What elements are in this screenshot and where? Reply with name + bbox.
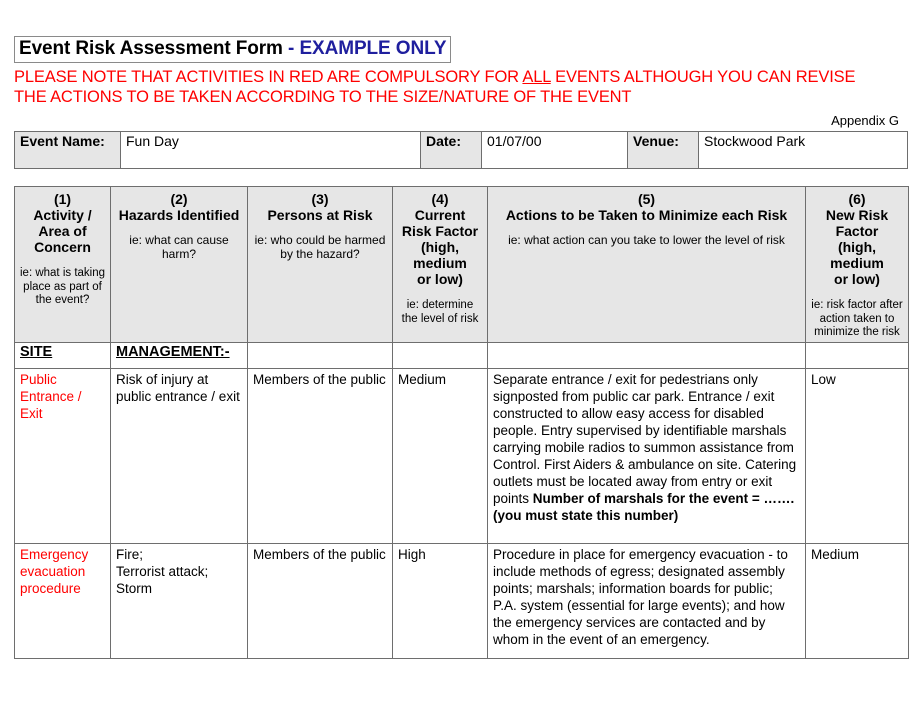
column-number-6: (6) — [848, 191, 866, 207]
document-title-box: Event Risk Assessment Form - EXAMPLE ONL… — [14, 36, 452, 63]
row-new-risk[interactable]: Low — [805, 367, 909, 544]
row-hazards[interactable]: Risk of injury at public entrance / exit — [110, 367, 248, 544]
event-details-table: Event Name: Fun Day Date: 01/07/00 Venue… — [14, 131, 908, 169]
row-new-risk[interactable]: Medium — [805, 542, 909, 659]
column-number-3: (3) — [311, 191, 329, 207]
row-activity[interactable]: Public Entrance / Exit — [14, 367, 111, 544]
section-empty-cell-5 — [487, 341, 806, 369]
notice-line1-part2: EVENTS ALTHOUGH YOU CAN REVISE — [550, 68, 856, 86]
column-header-current-risk: (4) Current Risk Factor (high, medium or… — [392, 186, 488, 343]
notice-line2: THE ACTIONS TO BE TAKEN ACCORDING TO THE… — [14, 88, 632, 106]
section-site-label: SITE — [20, 343, 53, 360]
column-header-hazards: (2) Hazards Identified ie: what can caus… — [110, 186, 248, 343]
event-name-value[interactable]: Fun Day — [120, 131, 421, 169]
column-header-new-risk: (6) New Risk Factor (high, medium or low… — [805, 186, 909, 343]
column-hint-3: ie: who could be harmed by the hazard? — [254, 233, 386, 261]
column-header-actions: (5) Actions to be Taken to Minimize each… — [487, 186, 806, 343]
risk-table-header: (1) Activity / Area of Concern ie: what … — [14, 186, 909, 343]
column-title-4: Current Risk Factor (high, medium or low… — [401, 207, 479, 287]
compulsory-notice: PLEASE NOTE THAT ACTIVITIES IN RED ARE C… — [14, 67, 908, 107]
column-header-activity: (1) Activity / Area of Concern ie: what … — [14, 186, 111, 343]
row-current-risk[interactable]: Medium — [392, 367, 488, 544]
row-actions-text: Separate entrance / exit for pedestrians… — [493, 371, 797, 506]
notice-line1-part1: PLEASE NOTE THAT ACTIVITIES IN RED ARE C… — [14, 68, 523, 86]
venue-label: Venue: — [627, 131, 699, 169]
risk-table-body: SITE MANAGEMENT:- Public Entrance / Exit… — [14, 341, 909, 659]
appendix-label: Appendix G — [831, 113, 899, 128]
column-number-5: (5) — [637, 191, 656, 207]
row-actions-bold-note: Number of marshals for the event = ……. (… — [493, 490, 795, 523]
table-row: Emergency evacuation procedure Fire; Ter… — [14, 542, 909, 659]
section-header-row: SITE MANAGEMENT:- — [14, 341, 909, 369]
date-label: Date: — [420, 131, 482, 169]
row-persons[interactable]: Members of the public — [247, 542, 393, 659]
section-empty-cell-4 — [392, 341, 488, 369]
column-hint-1: ie: what is taking place as part of the … — [20, 267, 106, 306]
table-row: Public Entrance / Exit Risk of injury at… — [14, 367, 909, 544]
notice-all-emphasis: ALL — [522, 68, 551, 86]
column-header-persons: (3) Persons at Risk ie: who could be har… — [247, 186, 393, 343]
column-title-3: Persons at Risk — [267, 207, 373, 223]
column-number-1: (1) — [53, 191, 72, 207]
column-title-6: New Risk Factor (high, medium or low) — [825, 207, 889, 287]
venue-value[interactable]: Stockwood Park — [698, 131, 908, 169]
row-actions[interactable]: Separate entrance / exit for pedestrians… — [487, 367, 806, 544]
date-value[interactable]: 01/07/00 — [481, 131, 628, 169]
column-number-4: (4) — [431, 191, 449, 207]
event-name-label: Event Name: — [14, 131, 121, 169]
section-empty-cell-3 — [247, 341, 393, 369]
row-activity[interactable]: Emergency evacuation procedure — [14, 542, 111, 659]
section-empty-cell-6 — [805, 341, 909, 369]
row-actions-text: Procedure in place for emergency evacuat… — [493, 546, 788, 647]
event-details-row: Event Name: Fun Day Date: 01/07/00 Venue… — [14, 131, 908, 169]
row-current-risk[interactable]: High — [392, 542, 488, 659]
column-hint-5: ie: what action can you take to lower th… — [508, 233, 785, 247]
column-number-2: (2) — [170, 191, 188, 207]
section-management-label: MANAGEMENT:- — [116, 343, 230, 360]
column-hint-4: ie: determine the level of risk — [401, 299, 479, 325]
risk-assessment-table: (1) Activity / Area of Concern ie: what … — [14, 186, 909, 659]
example-only-label: - EXAMPLE ONLY — [288, 38, 447, 59]
page-title: Event Risk Assessment Form — [19, 38, 289, 59]
section-site-cell: SITE — [14, 341, 111, 369]
column-hint-2: ie: what can cause harm? — [129, 233, 229, 261]
column-title-1: Activity / Area of Concern — [33, 207, 92, 255]
row-persons[interactable]: Members of the public — [247, 367, 393, 544]
row-hazards[interactable]: Fire; Terrorist attack; Storm — [110, 542, 248, 659]
column-title-5: Actions to be Taken to Minimize each Ris… — [505, 207, 788, 223]
column-title-2: Hazards Identified — [118, 207, 240, 223]
row-actions[interactable]: Procedure in place for emergency evacuat… — [487, 542, 806, 659]
section-management-cell: MANAGEMENT:- — [110, 341, 248, 369]
column-hint-6: ie: risk factor after action taken to mi… — [811, 299, 903, 338]
